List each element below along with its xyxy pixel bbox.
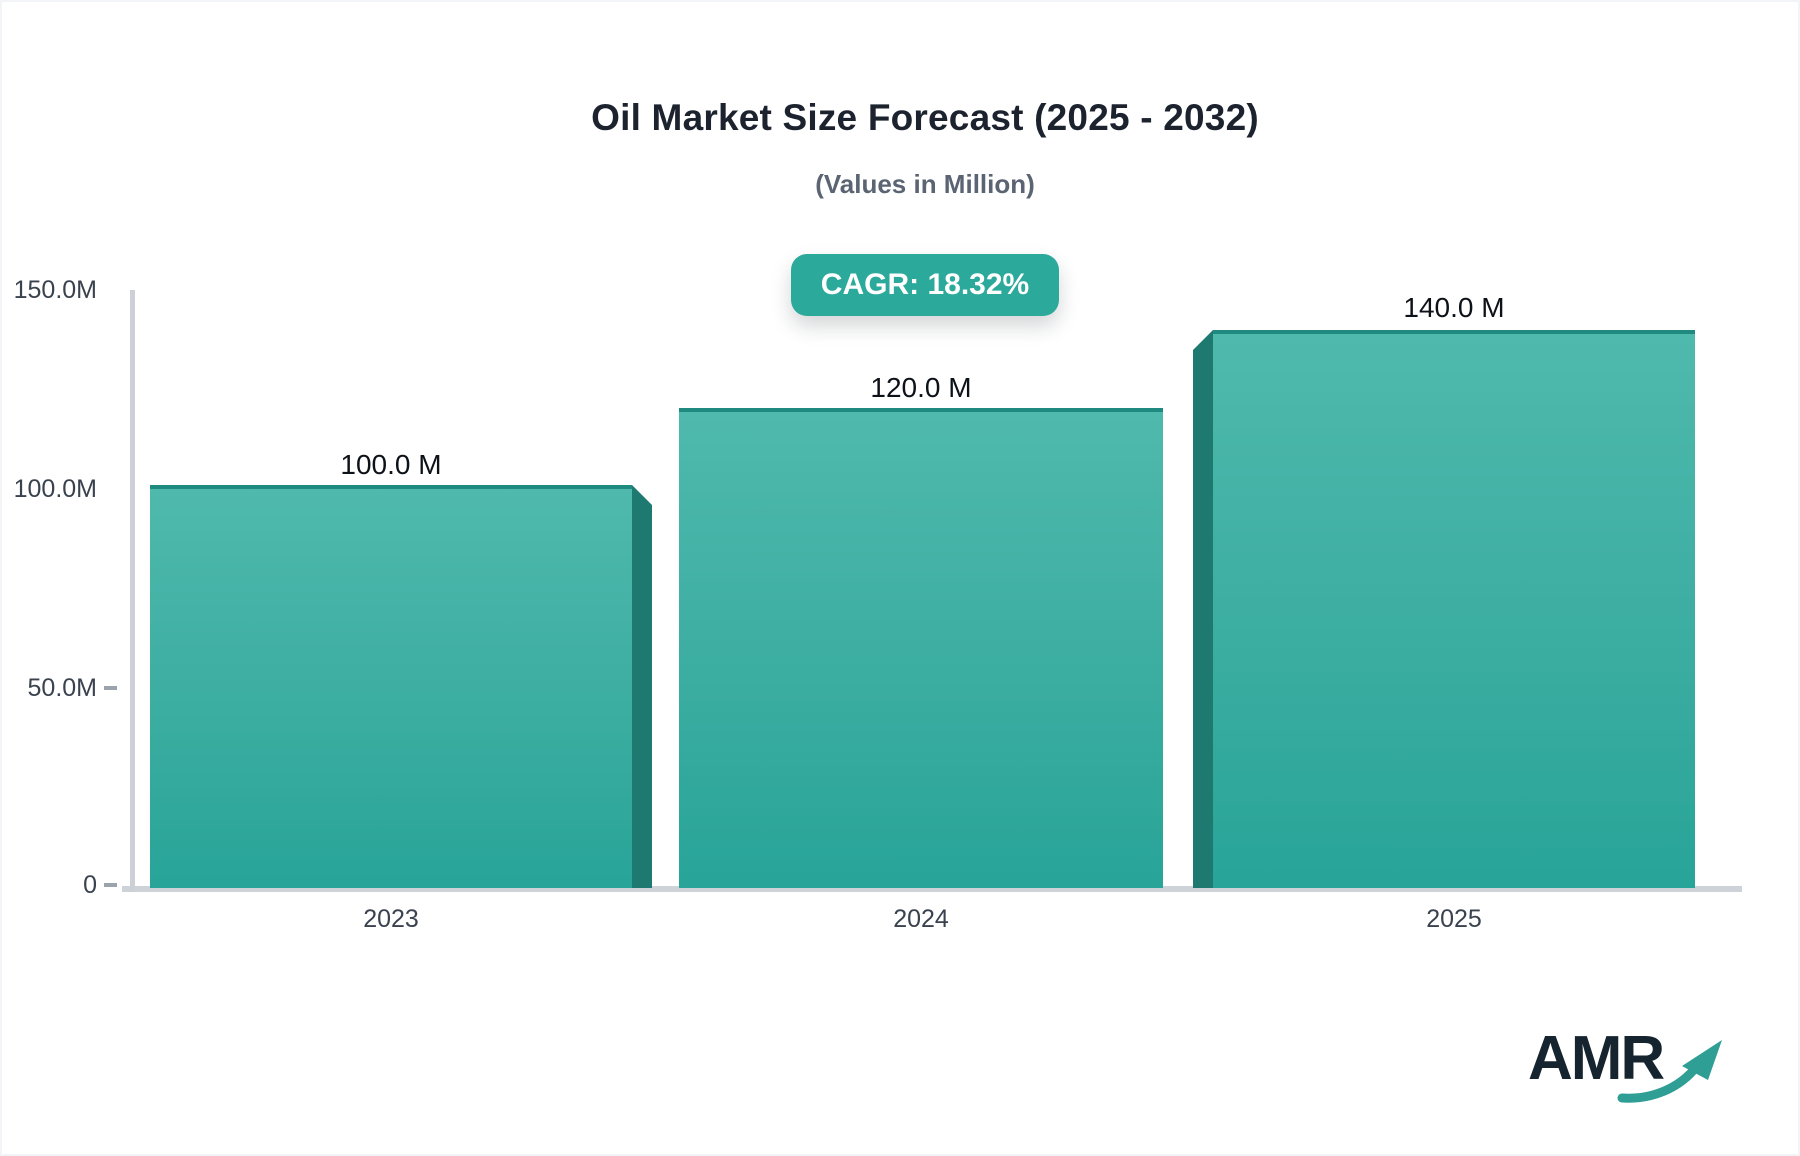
x-tick-label-2023: 2023	[363, 905, 419, 933]
y-tick-label-0: 0	[83, 871, 97, 899]
y-tick-label-150m: 150.0M	[13, 276, 97, 304]
bar-2023[interactable]	[150, 485, 632, 888]
bar-2023-side-shade	[632, 485, 652, 888]
bar-value-label-2023: 100.0 M	[340, 449, 442, 480]
amr-logo-text: AMR	[1528, 1024, 1665, 1093]
cagr-badge-row: CAGR: 18.32%	[50, 254, 1800, 316]
y-axis-line	[130, 290, 135, 892]
chart-title: Oil Market Size Forecast (2025 - 2032)	[591, 97, 1259, 138]
chart-subtitle: (Values in Million)	[815, 169, 1035, 199]
cagr-badge: CAGR: 18.32%	[790, 254, 1060, 316]
bar-2025[interactable]	[1213, 330, 1695, 888]
y-tick-mark-0	[104, 883, 117, 887]
x-tick-label-2024: 2024	[893, 905, 949, 933]
y-tick-label-100m: 100.0M	[13, 475, 97, 503]
amr-logo: AMR	[1528, 1022, 1748, 1108]
bar-value-label-2025: 140.0 M	[1403, 292, 1505, 323]
y-tick-mark-50m	[104, 686, 117, 690]
bar-2024[interactable]	[679, 408, 1163, 888]
growth-arrow-icon	[1617, 1040, 1722, 1103]
x-tick-label-2025: 2025	[1426, 905, 1482, 933]
y-tick-label-50m: 50.0M	[27, 674, 97, 702]
bar-2025-side-shade	[1193, 330, 1213, 888]
bar-value-label-2024: 120.0 M	[870, 372, 972, 403]
x-axis-line	[122, 886, 1742, 892]
